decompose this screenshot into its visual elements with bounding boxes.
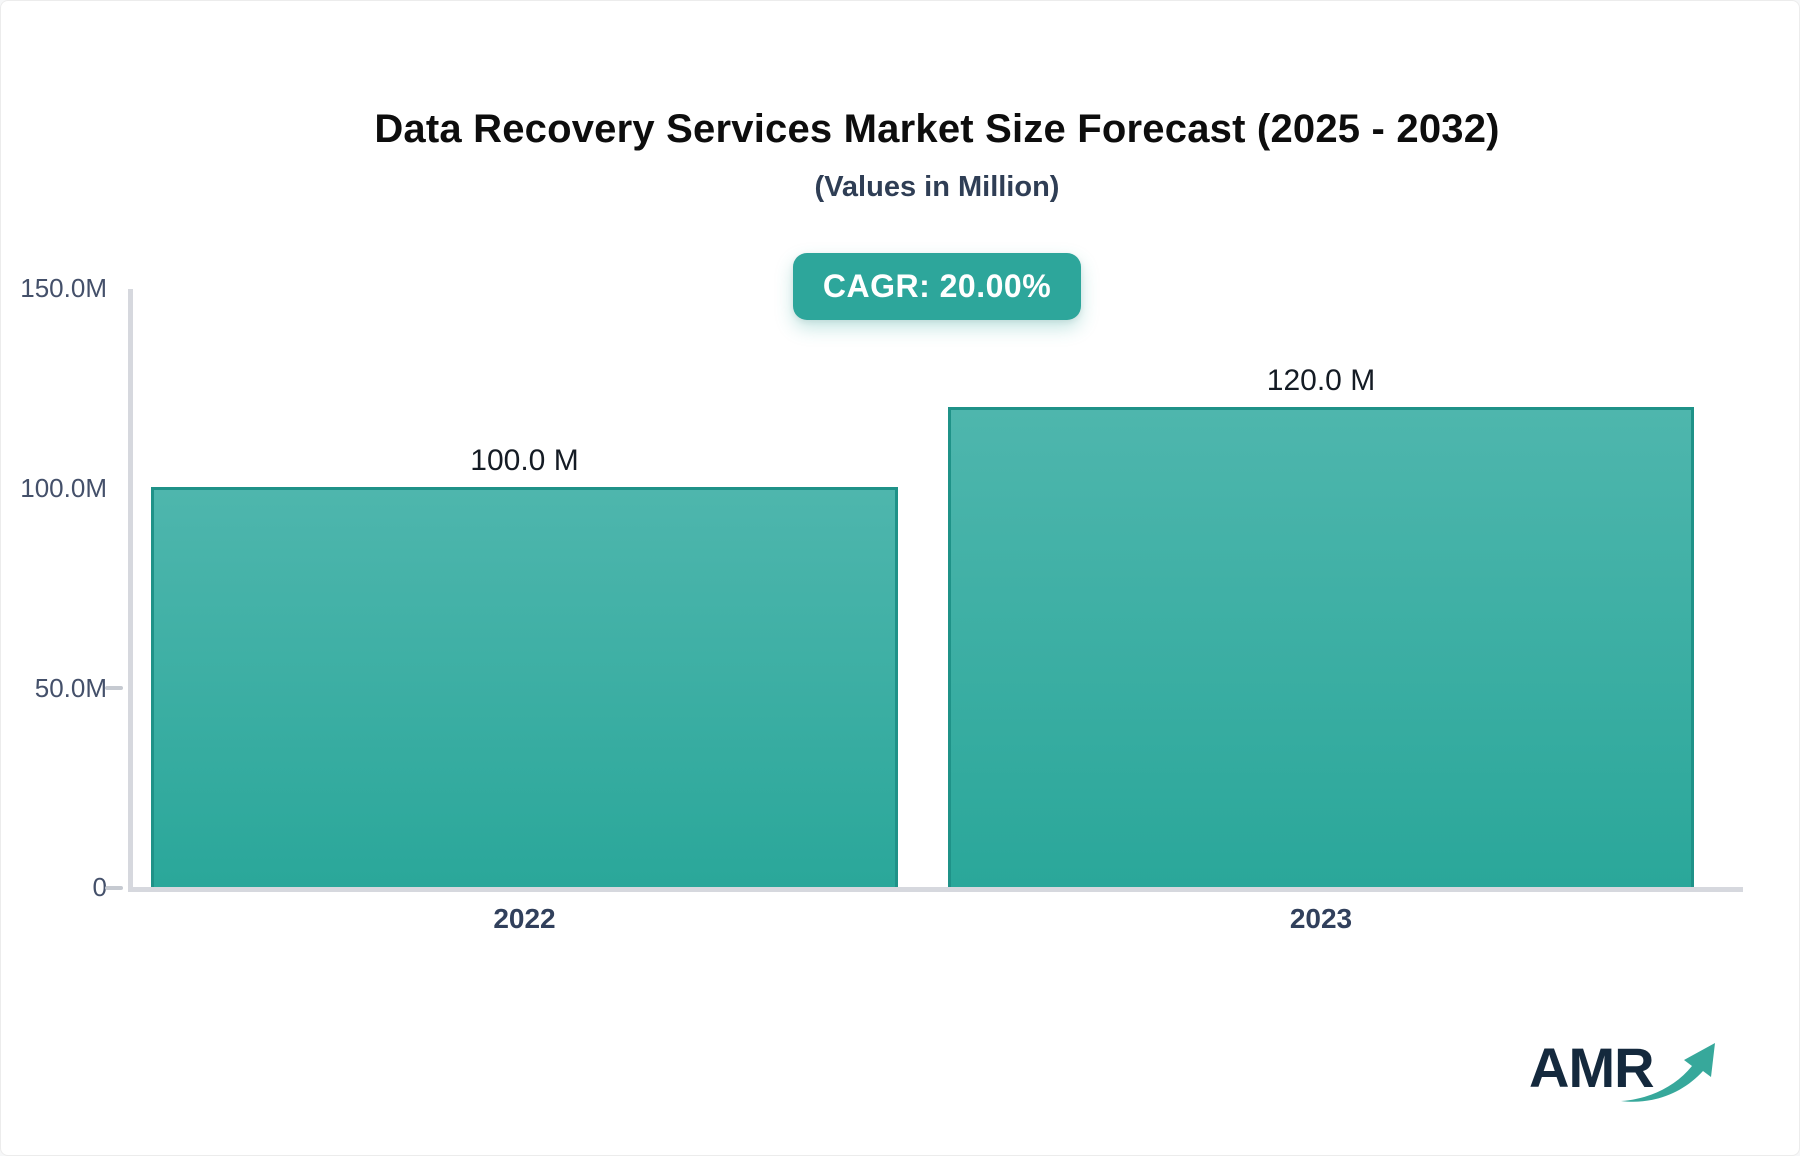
page-title: Data Recovery Services Market Size Forec… [374,107,1500,151]
cagr-badge: CAGR: 20.00% [792,253,1082,320]
y-axis-label-0: 0 [92,872,107,902]
y-axis-label-150: 150.0M [20,273,107,303]
x-axis-line [128,887,1743,892]
bar-2022 [151,487,898,887]
x-axis-label-2023: 2023 [1289,903,1353,934]
growth-arrow-icon [1621,1043,1715,1102]
y-axis-label-50: 50.0M [34,673,107,703]
x-axis-label-2022: 2022 [493,903,556,934]
y-axis-line [128,289,133,889]
y-tick-50 [105,686,123,690]
amr-logo: AMR [1529,1031,1729,1121]
value-label-2023: 120.0 M [1266,364,1376,397]
cagr-badge-row: CAGR: 20.00% [131,253,1743,320]
y-axis-label-100: 100.0M [20,473,107,503]
page-subtitle: (Values in Million) [814,171,1060,203]
amr-logo-text: AMR [1529,1036,1655,1099]
value-label-2022: 100.0 M [470,444,579,477]
bar-2023 [948,407,1694,887]
y-tick-0 [105,886,123,890]
